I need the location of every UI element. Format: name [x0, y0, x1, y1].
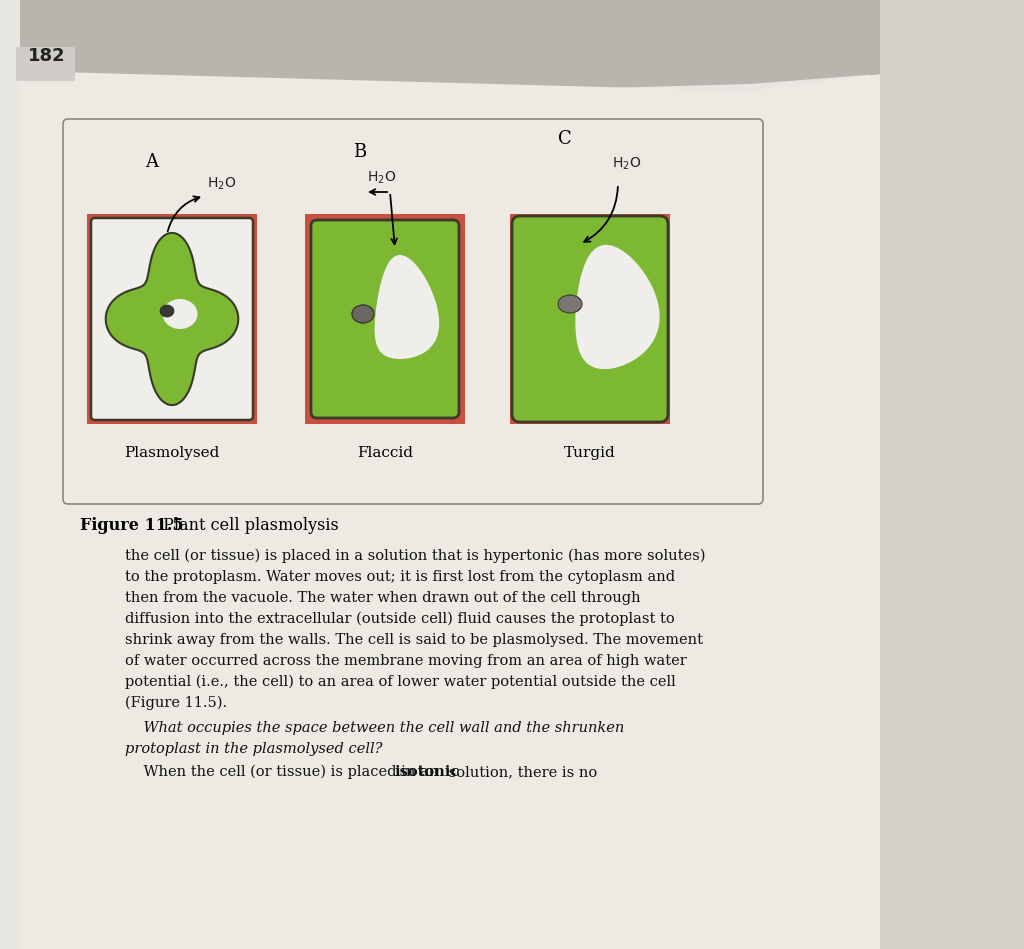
FancyBboxPatch shape — [63, 119, 763, 504]
Text: Plant cell plasmolysis: Plant cell plasmolysis — [158, 517, 339, 534]
Text: the cell (or tissue) is placed in a solution that is hypertonic (has more solute: the cell (or tissue) is placed in a solu… — [125, 549, 706, 564]
Polygon shape — [880, 0, 1024, 949]
Text: C: C — [558, 130, 571, 148]
FancyBboxPatch shape — [512, 216, 668, 422]
Text: to the protoplasm. Water moves out; it is first lost from the cytoplasm and: to the protoplasm. Water moves out; it i… — [125, 570, 675, 584]
Text: A: A — [145, 153, 159, 171]
Text: H$_2$O: H$_2$O — [367, 170, 396, 186]
FancyBboxPatch shape — [0, 0, 870, 949]
FancyBboxPatch shape — [87, 214, 257, 424]
Text: Turgid: Turgid — [564, 446, 615, 460]
Polygon shape — [20, 0, 880, 91]
Text: then from the vacuole. The water when drawn out of the cell through: then from the vacuole. The water when dr… — [125, 591, 641, 605]
Text: Plasmolysed: Plasmolysed — [124, 446, 220, 460]
FancyBboxPatch shape — [510, 214, 670, 424]
Ellipse shape — [163, 299, 198, 329]
FancyBboxPatch shape — [305, 214, 465, 424]
Text: B: B — [353, 143, 367, 161]
Text: H$_2$O: H$_2$O — [207, 176, 237, 192]
Text: H$_2$O: H$_2$O — [612, 156, 641, 172]
Text: (Figure 11.5).: (Figure 11.5). — [125, 696, 227, 711]
Text: potential (i.e., the cell) to an area of lower water potential outside the cell: potential (i.e., the cell) to an area of… — [125, 675, 676, 689]
Text: isotonic: isotonic — [394, 765, 460, 779]
Text: diffusion into the extracellular (outside cell) fluid causes the protoplast to: diffusion into the extracellular (outsid… — [125, 612, 675, 626]
Text: shrink away from the walls. The cell is said to be plasmolysed. The movement: shrink away from the walls. The cell is … — [125, 633, 703, 647]
Text: Figure 11.5: Figure 11.5 — [80, 517, 183, 534]
FancyBboxPatch shape — [16, 47, 75, 81]
Text: protoplast in the plasmolysed cell?: protoplast in the plasmolysed cell? — [125, 742, 383, 756]
Bar — [0, 49, 870, 949]
Text: solution, there is no: solution, there is no — [444, 765, 598, 779]
Polygon shape — [105, 233, 239, 405]
Text: Flaccid: Flaccid — [357, 446, 413, 460]
Ellipse shape — [160, 305, 174, 317]
Polygon shape — [575, 245, 659, 369]
Text: When the cell (or tissue) is placed in an: When the cell (or tissue) is placed in a… — [125, 765, 442, 779]
Text: of water occurred across the membrane moving from an area of high water: of water occurred across the membrane mo… — [125, 654, 687, 668]
Text: 182: 182 — [28, 47, 66, 65]
Polygon shape — [20, 71, 880, 949]
Polygon shape — [105, 233, 239, 405]
Polygon shape — [375, 255, 439, 359]
Text: What occupies the space between the cell wall and the shrunken: What occupies the space between the cell… — [125, 721, 625, 735]
FancyBboxPatch shape — [91, 218, 253, 420]
FancyBboxPatch shape — [311, 220, 459, 418]
Ellipse shape — [352, 305, 374, 323]
Ellipse shape — [558, 295, 582, 313]
